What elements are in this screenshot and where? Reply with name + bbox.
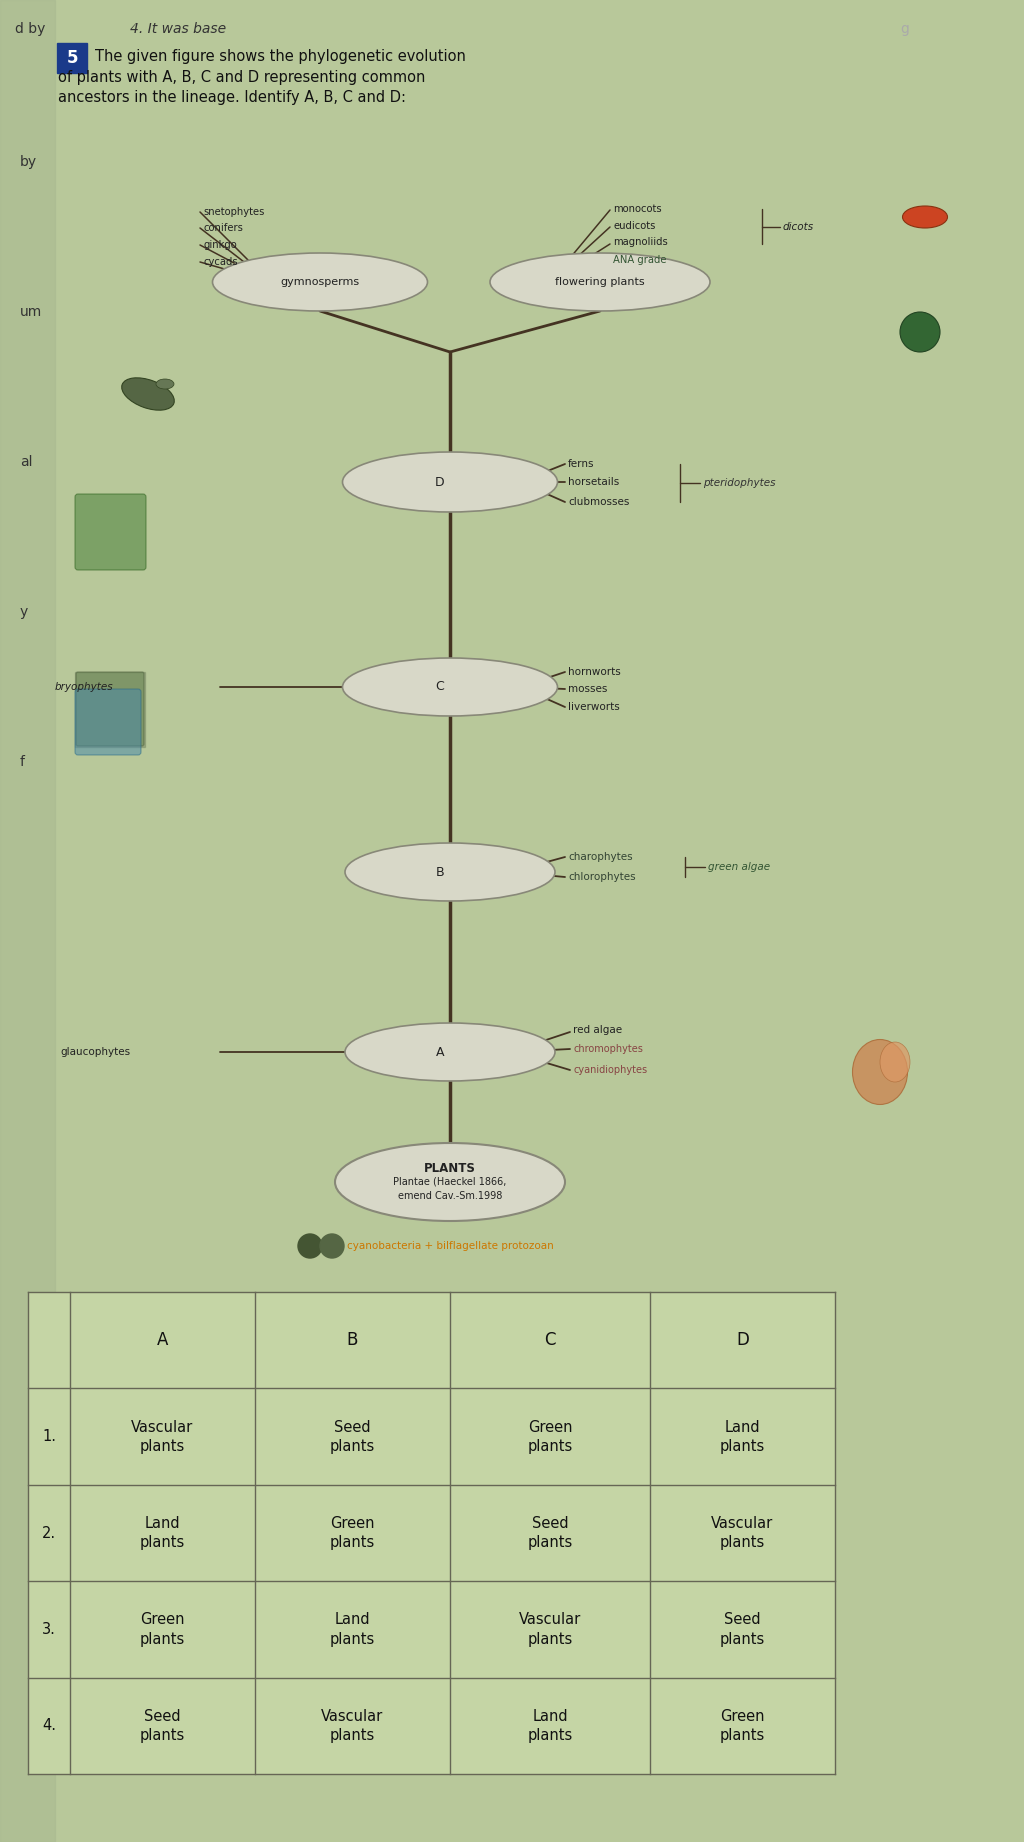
Bar — [0, 0, 55, 1842]
Ellipse shape — [345, 844, 555, 901]
Text: 4.: 4. — [42, 1719, 56, 1733]
Text: f: f — [20, 755, 25, 768]
Text: g: g — [900, 22, 909, 37]
Text: liverworts: liverworts — [568, 702, 620, 713]
Text: glaucophytes: glaucophytes — [60, 1046, 130, 1057]
Text: of plants with A, B, C and D representing common: of plants with A, B, C and D representin… — [58, 70, 425, 85]
Text: Green
plants: Green plants — [527, 1420, 572, 1453]
Text: cycads: cycads — [203, 258, 238, 267]
Text: pteridophytes: pteridophytes — [703, 479, 775, 488]
Circle shape — [298, 1234, 322, 1258]
Ellipse shape — [342, 451, 557, 512]
Text: red algae: red algae — [573, 1024, 623, 1035]
Text: monocots: monocots — [613, 204, 662, 214]
Text: snetophytes: snetophytes — [203, 206, 264, 217]
Text: chlorophytes: chlorophytes — [568, 871, 636, 882]
Text: bryophytes: bryophytes — [55, 682, 114, 693]
Text: Plantae (Haeckel 1866,: Plantae (Haeckel 1866, — [393, 1177, 507, 1186]
Ellipse shape — [122, 378, 174, 411]
Ellipse shape — [345, 1022, 555, 1081]
Text: dicots: dicots — [783, 223, 814, 232]
Text: ANA grade: ANA grade — [613, 254, 667, 265]
Bar — [75, 672, 145, 748]
Text: magnoliids: magnoliids — [613, 238, 668, 247]
Text: Vascular
plants: Vascular plants — [712, 1516, 773, 1551]
Ellipse shape — [213, 252, 427, 311]
Text: 5: 5 — [67, 50, 78, 66]
FancyBboxPatch shape — [57, 42, 87, 74]
Text: PLANTS: PLANTS — [424, 1162, 476, 1175]
Text: C: C — [544, 1332, 556, 1348]
Ellipse shape — [900, 311, 940, 352]
Text: Seed
plants: Seed plants — [720, 1612, 765, 1647]
Text: B: B — [347, 1332, 358, 1348]
Text: chromophytes: chromophytes — [573, 1044, 643, 1054]
Text: mosses: mosses — [568, 683, 607, 694]
Text: Vascular
plants: Vascular plants — [322, 1709, 384, 1743]
Text: Green
plants: Green plants — [720, 1709, 765, 1743]
Text: A: A — [157, 1332, 168, 1348]
Text: Green
plants: Green plants — [330, 1516, 375, 1551]
Text: gymnosperms: gymnosperms — [281, 276, 359, 287]
Circle shape — [319, 1234, 344, 1258]
Bar — [28, 1291, 835, 1774]
Text: clubmosses: clubmosses — [568, 497, 630, 507]
Text: Land
plants: Land plants — [720, 1420, 765, 1453]
Text: al: al — [20, 455, 33, 470]
Text: D: D — [736, 1332, 749, 1348]
Text: Seed
plants: Seed plants — [140, 1709, 185, 1743]
Text: horsetails: horsetails — [568, 477, 620, 486]
Ellipse shape — [490, 252, 710, 311]
Text: Green
plants: Green plants — [140, 1612, 185, 1647]
Text: eudicots: eudicots — [613, 221, 655, 230]
Text: cyanobacteria + bilflagellate protozoan: cyanobacteria + bilflagellate protozoan — [347, 1242, 553, 1251]
Text: 2.: 2. — [42, 1525, 56, 1540]
Text: Land
plants: Land plants — [140, 1516, 185, 1551]
FancyBboxPatch shape — [75, 494, 146, 569]
Ellipse shape — [342, 658, 557, 717]
Text: y: y — [20, 604, 29, 619]
Text: 3.: 3. — [42, 1623, 56, 1638]
Text: flowering plants: flowering plants — [555, 276, 645, 287]
FancyBboxPatch shape — [76, 672, 144, 746]
Ellipse shape — [335, 1144, 565, 1221]
Text: um: um — [20, 306, 42, 319]
Ellipse shape — [853, 1039, 907, 1105]
Text: ginkgo: ginkgo — [203, 239, 237, 251]
Ellipse shape — [880, 1043, 910, 1081]
Text: cyanidiophytes: cyanidiophytes — [573, 1065, 647, 1076]
Text: Land
plants: Land plants — [330, 1612, 375, 1647]
FancyBboxPatch shape — [75, 689, 141, 755]
Text: by: by — [20, 155, 37, 169]
Text: 1.: 1. — [42, 1429, 56, 1444]
Ellipse shape — [902, 206, 947, 228]
Text: Land
plants: Land plants — [527, 1709, 572, 1743]
Text: The given figure shows the phylogenetic evolution: The given figure shows the phylogenetic … — [95, 50, 466, 64]
Ellipse shape — [156, 379, 174, 389]
Text: emend Cav.-Sm.1998: emend Cav.-Sm.1998 — [397, 1192, 502, 1201]
Text: B: B — [435, 866, 444, 879]
Text: Seed
plants: Seed plants — [330, 1420, 375, 1453]
Text: 4. It was base: 4. It was base — [130, 22, 226, 37]
Text: Vascular
plants: Vascular plants — [519, 1612, 582, 1647]
Text: ancestors in the lineage. Identify A, B, C and D:: ancestors in the lineage. Identify A, B,… — [58, 90, 406, 105]
Text: hornworts: hornworts — [568, 667, 621, 678]
Text: conifers: conifers — [203, 223, 243, 232]
Text: d by: d by — [15, 22, 45, 37]
Text: ferns: ferns — [568, 459, 595, 470]
Text: A: A — [436, 1046, 444, 1059]
Text: Vascular
plants: Vascular plants — [131, 1420, 194, 1453]
Text: C: C — [435, 680, 444, 693]
Text: charophytes: charophytes — [568, 853, 633, 862]
Text: Seed
plants: Seed plants — [527, 1516, 572, 1551]
Text: green algae: green algae — [708, 862, 770, 871]
Text: D: D — [435, 475, 444, 488]
